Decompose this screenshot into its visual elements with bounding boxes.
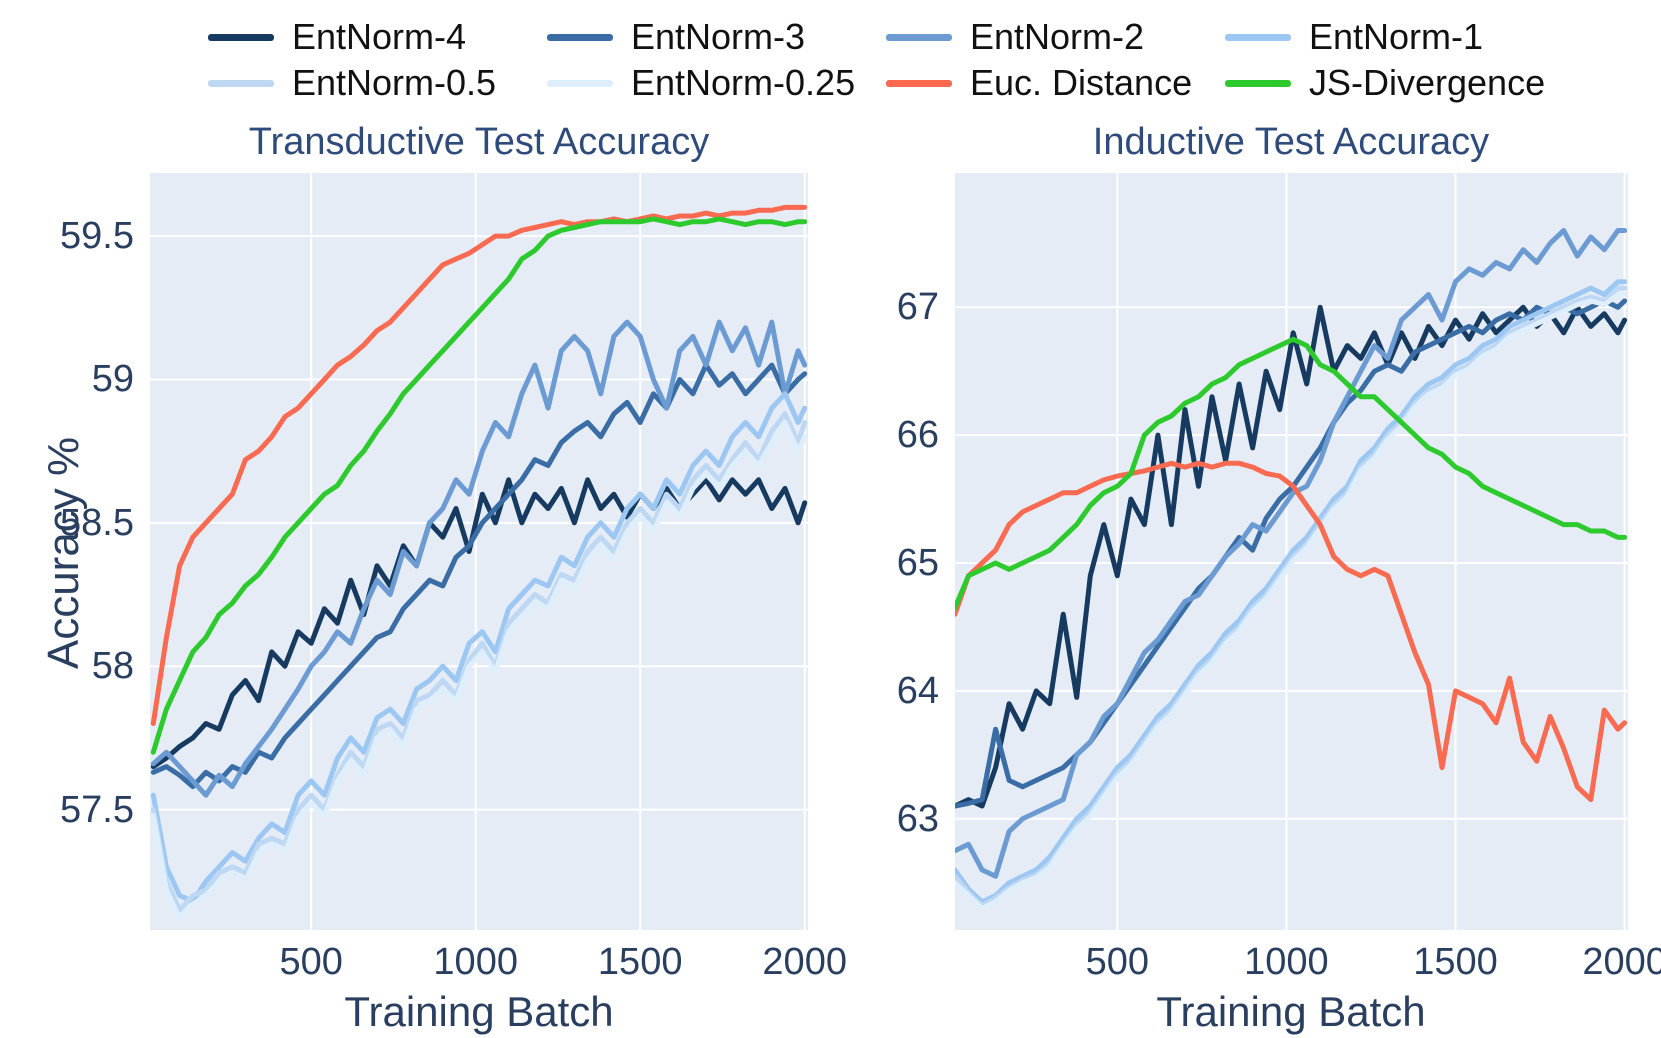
x-tick-label: 500 <box>1085 941 1150 983</box>
y-tick-label: 58 <box>91 645 134 688</box>
x-tick-label: 1000 <box>1244 941 1329 983</box>
legend-label: EntNorm-4 <box>292 16 467 57</box>
legend-label: EntNorm-0.25 <box>631 62 856 103</box>
y-tick-label: 59.5 <box>60 215 134 258</box>
series-line-entnorm-0-5 <box>150 411 808 913</box>
legend-label: EntNorm-0.5 <box>292 62 497 103</box>
right-plot-area <box>955 173 1628 930</box>
series-line-entnorm-1 <box>150 391 808 904</box>
series-line-entnorm-0-25 <box>955 292 1628 911</box>
left-x-axis-label: Training Batch <box>344 988 614 1035</box>
chart-svg <box>955 173 1628 930</box>
series-line-entnorm-4 <box>955 304 1628 809</box>
x-tick-label: 1500 <box>597 941 683 983</box>
legend-item-entnorm-2[interactable]: EntNorm-2 <box>886 19 1225 55</box>
legend-item-entnorm-4[interactable]: EntNorm-4 <box>208 19 547 55</box>
series-line-entnorm-3 <box>150 362 808 790</box>
legend-item-entnorm-3[interactable]: EntNorm-3 <box>547 19 886 55</box>
series-line-entnorm-0-25 <box>150 420 808 921</box>
legend-label: EntNorm-3 <box>631 16 806 57</box>
legend-item-js-divergence[interactable]: JS-Divergence <box>1225 65 1564 101</box>
legend-line-swatch <box>1225 79 1291 87</box>
legend-line-swatch <box>208 33 274 41</box>
legend-label: EntNorm-2 <box>970 16 1145 57</box>
legend-line-swatch <box>886 79 952 87</box>
legend-label: JS-Divergence <box>1309 62 1546 103</box>
y-tick-label: 64 <box>896 669 939 712</box>
y-tick-label: 59 <box>91 358 134 401</box>
legend-line-swatch <box>208 79 274 87</box>
legend-label: Euc. Distance <box>970 62 1193 103</box>
series-line-js-divergence <box>150 216 808 755</box>
y-tick-label: 66 <box>896 414 939 457</box>
series-line-entnorm-2 <box>955 228 1628 879</box>
series-line-entnorm-4 <box>150 477 808 770</box>
right-x-axis-label: Training Batch <box>1156 988 1426 1035</box>
right-subplot-title: Inductive Test Accuracy <box>1092 121 1490 163</box>
x-tick-label: 500 <box>279 941 343 983</box>
x-tick-label: 1500 <box>1413 941 1498 983</box>
x-tick-label: 2000 <box>762 941 847 983</box>
legend-line-swatch <box>547 33 613 41</box>
legend-line-swatch <box>547 79 613 87</box>
legend-item-euc-distance[interactable]: Euc. Distance <box>886 65 1225 101</box>
series-line-euc-distance <box>955 460 1628 803</box>
y-tick-label: 57.5 <box>60 788 134 831</box>
legend-line-swatch <box>886 33 952 41</box>
legend-item-entnorm-1[interactable]: EntNorm-1 <box>1225 19 1564 55</box>
y-tick-label: 58.5 <box>60 501 134 544</box>
chart-svg <box>150 173 808 930</box>
x-tick-label: 2000 <box>1582 941 1661 983</box>
legend-item-entnorm-0-25[interactable]: EntNorm-0.25 <box>547 65 886 101</box>
series-line-euc-distance <box>150 204 808 726</box>
y-tick-label: 63 <box>896 797 939 840</box>
series-line-entnorm-2 <box>150 319 808 798</box>
legend-line-swatch <box>1225 33 1291 41</box>
x-tick-label: 1000 <box>433 941 518 983</box>
left-plot-area <box>150 173 808 930</box>
chart-legend: EntNorm-4 EntNorm-3 EntNorm-2 EntNorm-1 EntN… <box>208 14 1564 106</box>
series-line-js-divergence <box>955 336 1628 611</box>
legend-item-entnorm-0-5[interactable]: EntNorm-0.5 <box>208 65 547 101</box>
y-tick-label: 67 <box>896 286 939 329</box>
y-tick-label: 65 <box>896 542 939 584</box>
series-line-entnorm-0-5 <box>955 285 1628 909</box>
series-line-entnorm-1 <box>955 279 1628 905</box>
left-subplot-title: Transductive Test Accuracy <box>248 121 710 163</box>
legend-label: EntNorm-1 <box>1309 16 1484 57</box>
